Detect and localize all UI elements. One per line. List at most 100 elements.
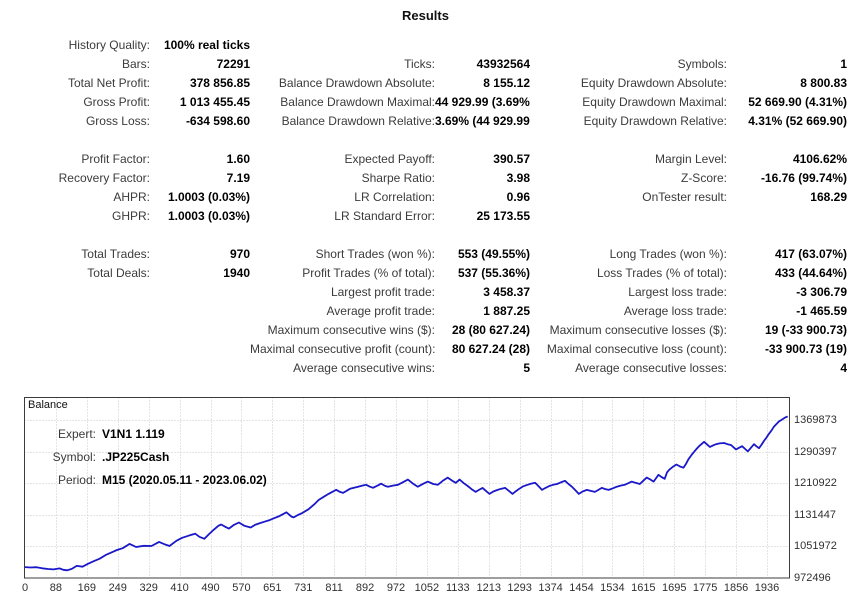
expert-label: Expert:	[57, 427, 96, 441]
stat-value: 8 155.12	[483, 76, 530, 90]
x-axis-tick-label: 731	[294, 582, 313, 594]
stat-value: 5	[523, 361, 530, 375]
x-axis-tick-label: 1293	[507, 582, 532, 594]
x-axis-tick-label: 651	[263, 582, 282, 594]
balance-chart: Balance Expert: V1N1 1.119 Symbol: .JP22…	[0, 395, 851, 600]
stat-label: Average profit trade:	[326, 304, 435, 318]
stat-label: Maximum consecutive wins ($):	[267, 323, 435, 337]
stat-value: 7.19	[226, 171, 250, 185]
stat-label: Maximal consecutive loss (count):	[546, 342, 727, 356]
stat-value: 1.0003 (0.03%)	[167, 209, 250, 223]
stat-value: -634 598.60	[185, 114, 250, 128]
stat-label	[2, 131, 150, 150]
y-axis-tick-label: 1210922	[794, 477, 837, 490]
period-value: M15 (2020.05.11 - 2023.06.02)	[102, 473, 267, 487]
x-axis-tick-label: 1052	[414, 582, 440, 594]
stat-label	[2, 340, 150, 359]
y-axis-tick-label: 972496	[794, 572, 831, 584]
stat-value: 80 627.24 (28)	[451, 342, 530, 356]
stat-label: Margin Level:	[654, 152, 727, 166]
stat-label	[530, 207, 727, 226]
y-axis-tick-label: 1131447	[794, 508, 837, 521]
stat-label: OnTester result:	[642, 190, 727, 204]
stat-value	[150, 340, 250, 359]
chart-border	[24, 397, 790, 579]
stat-label: Equity Drawdown Absolute:	[580, 76, 727, 90]
stat-value: 28 (80 627.24)	[451, 323, 530, 337]
stats-table: History Quality: 100% real ticks Bars: 7229…	[2, 36, 849, 378]
x-axis-tick-label: 811	[325, 582, 343, 594]
stats-row: History Quality: 100% real ticks	[2, 36, 849, 55]
chart-title: Balance	[28, 399, 68, 411]
stat-value	[435, 226, 530, 245]
stat-label	[2, 321, 150, 340]
stat-value: 378 856.85	[189, 76, 250, 90]
stat-value: -1 465.59	[796, 304, 847, 318]
stat-label: Total Net Profit:	[67, 76, 150, 90]
chart-info-expert: Expert: V1N1 1.119	[40, 427, 400, 441]
stat-label: Total Deals:	[87, 266, 150, 280]
stats-row: Average profit trade: 1 887.25 Average los…	[2, 302, 849, 321]
x-axis-tick-label: 329	[139, 582, 158, 594]
x-axis-tick-label: 1213	[476, 582, 501, 594]
stat-label: Balance Drawdown Relative:	[281, 114, 435, 128]
stat-value: 3.98	[506, 171, 530, 185]
stat-value: 4	[840, 361, 847, 375]
stat-value: 1	[840, 57, 847, 71]
x-axis-tick-label: 972	[386, 582, 406, 594]
stat-value: 0.96	[506, 190, 530, 204]
stats-row	[2, 131, 849, 150]
stat-value: 100% real ticks	[163, 38, 250, 52]
stat-label: LR Standard Error:	[334, 209, 435, 223]
stat-label: Long Trades (won %):	[609, 247, 727, 261]
stat-value	[150, 131, 250, 150]
stat-label: Maximum consecutive losses ($):	[549, 323, 727, 337]
x-axis-tick-label: 1133	[446, 582, 470, 594]
stat-value: 168.29	[810, 190, 847, 204]
chart-info-symbol: Symbol: .JP225Cash	[40, 450, 400, 464]
stats-row: Gross Profit: 1 013 455.45 Balance Drawdow…	[2, 93, 849, 112]
stat-label: Largest profit trade:	[330, 285, 435, 299]
stat-value: 52 669.90 (4.31%)	[748, 95, 847, 109]
stat-label	[530, 36, 727, 55]
stat-label: AHPR:	[113, 190, 150, 204]
stat-label: Recovery Factor:	[58, 171, 150, 185]
stats-row: Total Deals: 1940 Profit Trades (% of tota…	[2, 264, 849, 283]
stat-value: 25 173.55	[476, 209, 530, 223]
stats-row: Maximum consecutive wins ($): 28 (80 627.…	[2, 321, 849, 340]
stat-label: Average consecutive wins:	[293, 361, 435, 375]
stat-label: Equity Drawdown Relative:	[583, 114, 727, 128]
stat-value	[727, 36, 847, 55]
x-axis-tick-label: 1454	[569, 582, 594, 594]
stat-label	[250, 131, 435, 150]
x-axis-tick-label: 1615	[631, 582, 656, 594]
stat-label: Balance Drawdown Absolute:	[278, 76, 435, 90]
stat-label	[2, 283, 150, 302]
stat-label: Bars:	[121, 57, 150, 71]
x-axis-tick-label: 490	[201, 582, 220, 594]
chart-info-period: Period: M15 (2020.05.11 - 2023.06.02)	[40, 473, 400, 487]
stat-label	[2, 302, 150, 321]
stat-value: 3.69% (44 929.99)	[435, 114, 530, 128]
stat-value: 1 887.25	[483, 304, 530, 318]
stat-label: Equity Drawdown Maximal:	[582, 95, 727, 109]
y-axis-tick-label: 1290397	[794, 445, 837, 458]
stat-value: 4.31% (52 669.90)	[748, 114, 847, 128]
balance-curve	[24, 415, 789, 572]
y-axis-tick-label: 1369873	[794, 414, 837, 426]
x-axis-tick-label: 1695	[662, 582, 687, 594]
stats-row: Recovery Factor: 7.19 Sharpe Ratio: 3.98 Z-S…	[2, 169, 849, 188]
page-title: Results	[402, 8, 449, 23]
stat-value: 8 800.83	[800, 76, 847, 90]
stat-label: Total Trades:	[81, 247, 150, 261]
x-axis-tick-label: 249	[108, 582, 127, 594]
x-axis-tick-label: 0	[21, 582, 29, 594]
x-axis-tick-label: 570	[232, 582, 251, 594]
x-axis-tick-label: 1374	[538, 582, 563, 594]
period-label: Period:	[57, 473, 96, 487]
stat-label: History Quality:	[68, 38, 150, 52]
x-axis-tick-label: 1936	[754, 582, 780, 594]
stats-row	[2, 226, 849, 245]
stats-row: Average consecutive wins: 5 Average consec…	[2, 359, 849, 378]
